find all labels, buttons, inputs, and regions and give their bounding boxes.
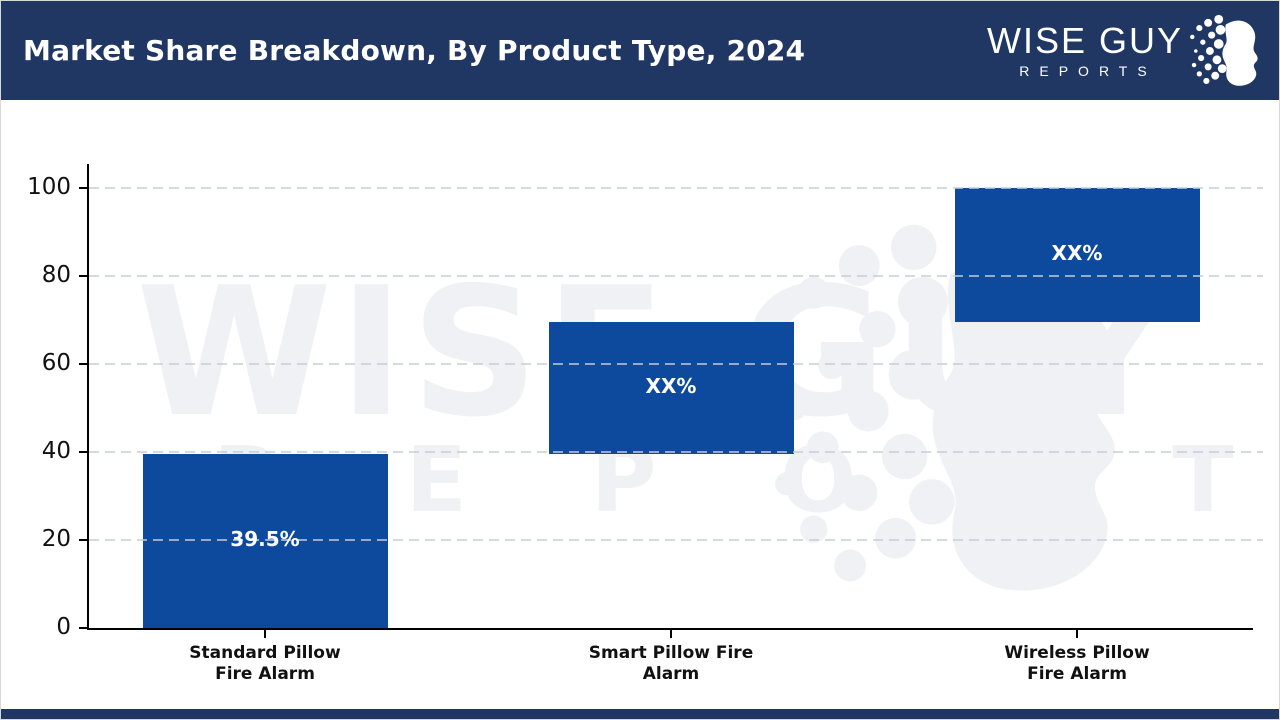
y-tick <box>79 275 89 277</box>
bar-value-label: XX% <box>1051 241 1103 266</box>
y-tick-label: 100 <box>27 174 71 200</box>
y-tick <box>79 627 89 629</box>
y-tick-label: 0 <box>56 614 71 640</box>
x-axis-label: Smart Pillow Fire Alarm <box>588 643 754 685</box>
y-tick-label: 60 <box>41 350 71 376</box>
bottom-accent-bar <box>1 709 1279 719</box>
x-axis <box>87 628 1253 630</box>
y-tick <box>79 451 89 453</box>
y-tick <box>79 363 89 365</box>
bar <box>954 188 1200 323</box>
gridline <box>89 539 1263 541</box>
y-tick <box>79 187 89 189</box>
y-tick-label: 40 <box>41 438 71 464</box>
page-title: Market Share Breakdown, By Product Type,… <box>23 34 806 67</box>
x-axis-label: Wireless Pillow Fire Alarm <box>1004 643 1150 685</box>
bar <box>142 454 388 628</box>
bar-value-label: 39.5% <box>230 527 300 552</box>
gridline <box>89 187 1263 189</box>
logo-wiseguy-text: WISE GUY <box>986 20 1183 61</box>
gridline <box>89 275 1263 277</box>
gridline <box>89 363 1263 365</box>
gridline <box>89 451 1263 453</box>
logo-text: WISE GUY REPORTS <box>986 20 1183 80</box>
y-tick-label: 20 <box>41 526 71 552</box>
logo-reports-text: REPORTS <box>1019 63 1157 79</box>
logo-face-icon <box>1190 14 1258 86</box>
y-axis <box>87 164 89 630</box>
watermark-face-icon <box>766 224 1115 591</box>
x-axis-label: Standard Pillow Fire Alarm <box>189 643 341 685</box>
header: Market Share Breakdown, By Product Type,… <box>1 1 1279 100</box>
x-tick <box>1076 630 1078 638</box>
y-tick <box>79 539 89 541</box>
x-tick <box>264 630 266 638</box>
bar-value-label: XX% <box>645 374 697 399</box>
bar <box>548 322 794 455</box>
x-tick <box>670 630 672 638</box>
y-tick-label: 80 <box>41 262 71 288</box>
logo: WISE GUY REPORTS <box>987 10 1261 92</box>
